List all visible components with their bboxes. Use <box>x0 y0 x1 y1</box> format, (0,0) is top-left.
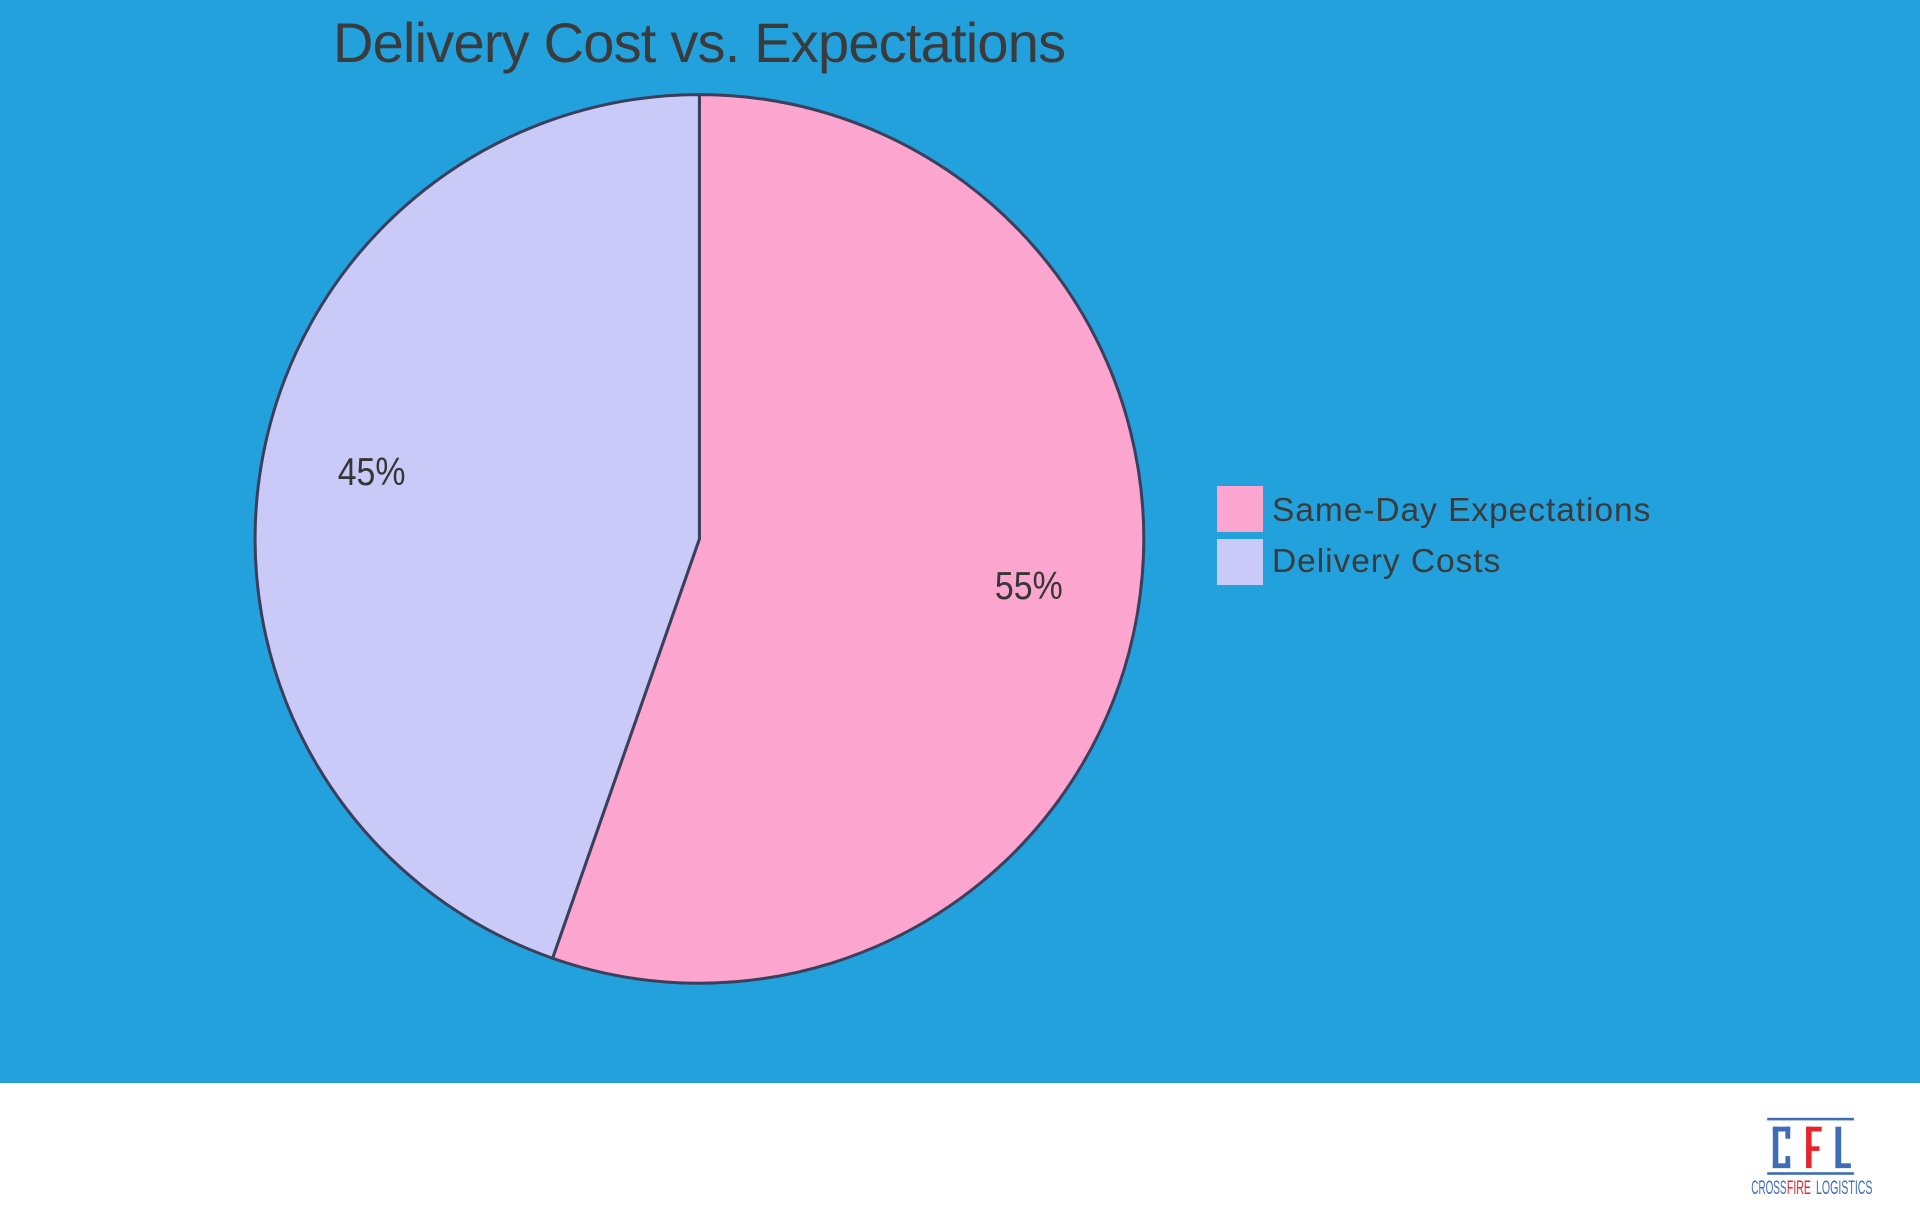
svg-text:CROSS: CROSS <box>1751 1178 1786 1199</box>
svg-text:45%: 45% <box>338 450 406 494</box>
svg-text:LOGISTICS: LOGISTICS <box>1816 1178 1873 1199</box>
svg-text:55%: 55% <box>995 564 1063 608</box>
svg-text:FIRE: FIRE <box>1787 1178 1811 1199</box>
